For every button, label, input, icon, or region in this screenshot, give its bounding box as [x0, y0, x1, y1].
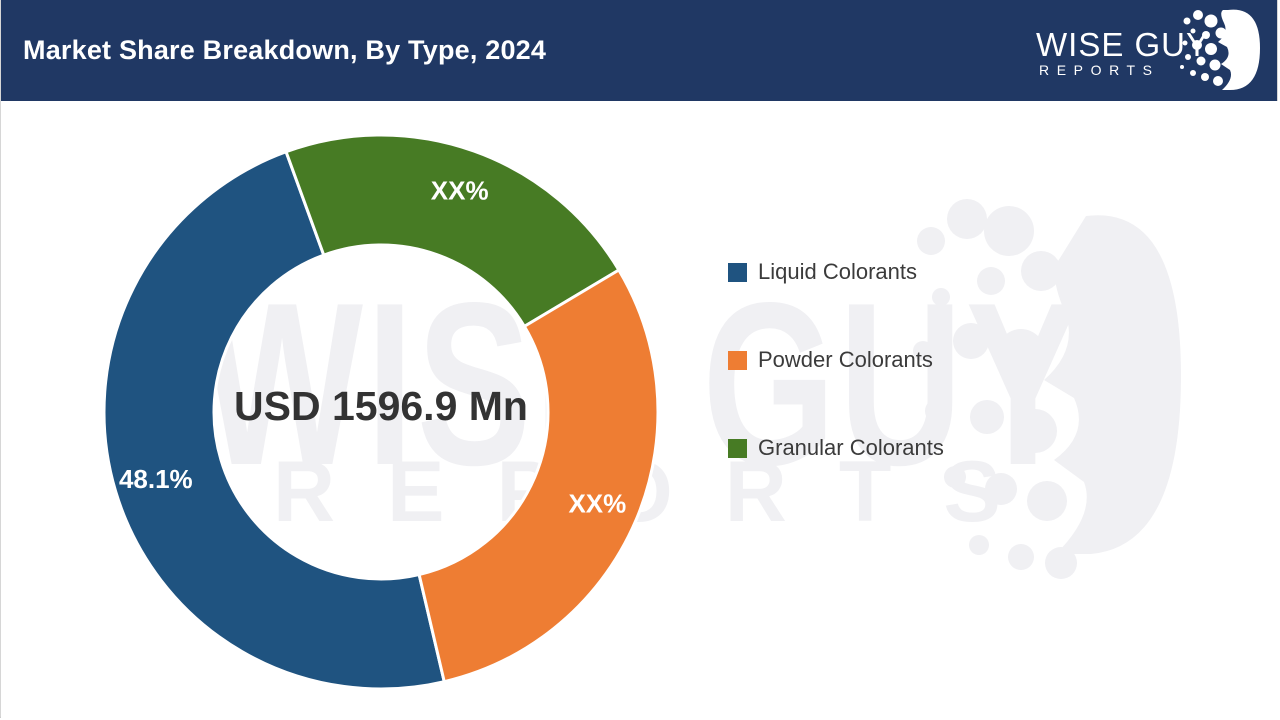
legend-item-powder-colorants: Powder Colorants: [728, 347, 944, 373]
legend-label: Liquid Colorants: [758, 259, 917, 284]
header-bar: Market Share Breakdown, By Type, 2024 WI…: [1, 0, 1277, 101]
chart-area: WISE GUY REPORTS USD 1596.9 Mn 48.1% XX% X…: [1, 101, 1279, 718]
legend-label: Granular Colorants: [758, 435, 944, 460]
legend-swatch-granular: [728, 438, 747, 458]
legend-item-liquid-colorants: Liquid Colorants: [728, 259, 944, 285]
donut-chart: USD 1596.9 Mn 48.1% XX% XX%: [102, 133, 660, 691]
head-profile-dots-icon: [1180, 9, 1260, 90]
segment-value-label: XX%: [431, 176, 489, 206]
segment-value-label: 48.1%: [119, 464, 193, 494]
watermark-head-profile-dots-icon: [913, 199, 1181, 579]
donut-center-value: USD 1596.9 Mn: [234, 383, 528, 429]
donut-segment-powder-colorants: [417, 267, 660, 684]
logo-wordmark: WISE GUY: [1036, 26, 1209, 63]
legend-swatch-powder: [728, 350, 747, 370]
legend-swatch-liquid: [728, 262, 747, 282]
page-title: Market Share Breakdown, By Type, 2024: [23, 35, 547, 65]
donut-segment-liquid-colorants: [102, 149, 447, 691]
logo-subtitle: REPORTS: [1039, 62, 1160, 78]
segment-value-label: XX%: [568, 489, 626, 519]
legend-label: Powder Colorants: [758, 347, 933, 372]
donut-segment-granular-colorants: [284, 133, 621, 329]
legend-item-granular-colorants: Granular Colorants: [728, 435, 944, 461]
wise-guy-logo: WISE GUY REPORTS: [1036, 9, 1260, 90]
chart-legend: Liquid Colorants Powder Colorants Granul…: [728, 259, 944, 461]
